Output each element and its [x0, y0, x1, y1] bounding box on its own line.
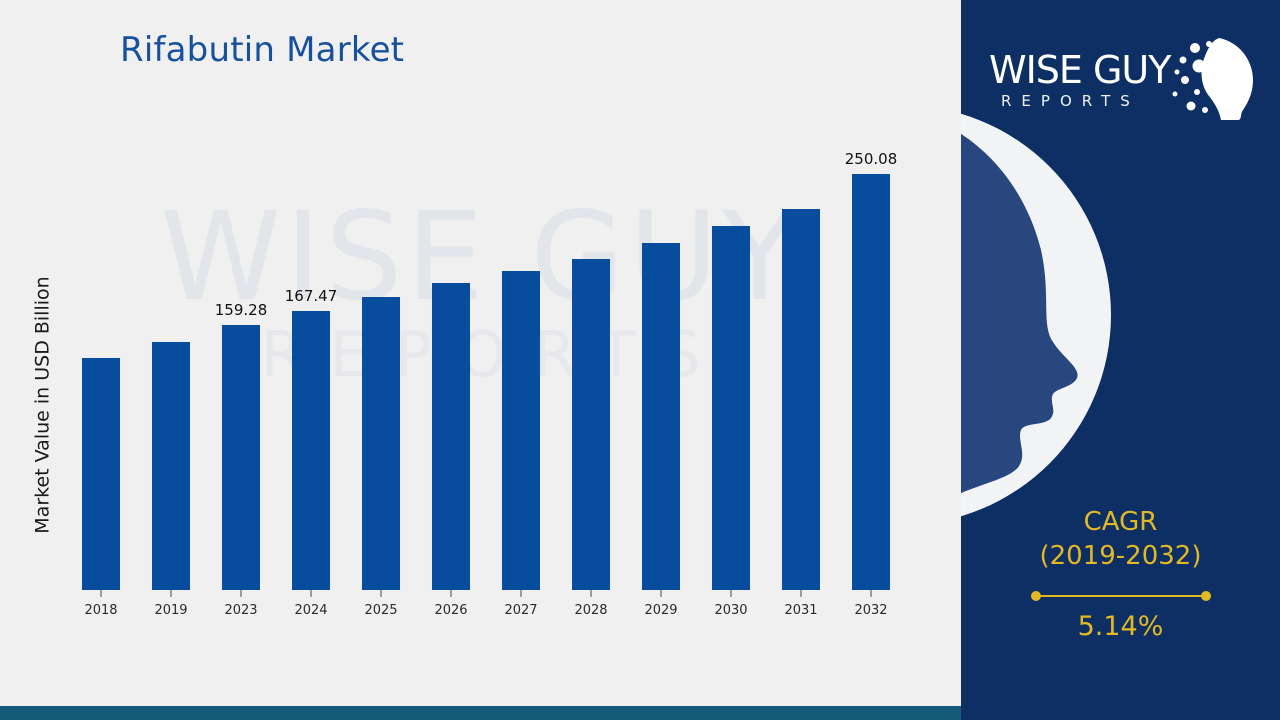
bar-slot: 159.28 2023: [206, 157, 276, 618]
x-axis-tick-label-2028: 2028: [574, 603, 608, 618]
x-axis-tick: [520, 590, 522, 597]
bar-2027[interactable]: [502, 271, 540, 590]
bar-slot: 2019: [136, 157, 206, 618]
bar-slot: 2028: [556, 157, 626, 618]
y-axis-title-text: Market Value in USD Billion: [32, 276, 55, 534]
bar-value-label-2032: 250.08: [844, 149, 898, 168]
bar-2025[interactable]: [362, 296, 400, 590]
bar-value-label-2023: 159.28: [214, 300, 268, 319]
cagr-callout: CAGR (2019-2032) 5.14%: [961, 505, 1280, 642]
x-axis-tick-label-2025: 2025: [364, 603, 398, 618]
logo-head-icon: [1172, 38, 1253, 120]
x-axis-tick-label-2031: 2031: [784, 603, 818, 618]
x-axis-tick: [100, 590, 102, 597]
logo-subwordmark: REPORTS: [1001, 92, 1140, 110]
bar-slot: 2018: [66, 157, 136, 618]
x-axis-tick: [590, 590, 592, 597]
x-axis-tick-label-2027: 2027: [504, 603, 538, 618]
x-axis-tick: [730, 590, 732, 597]
x-axis-tick-label-2029: 2029: [644, 603, 678, 618]
bar-slot: 2031: [766, 157, 836, 618]
x-axis-tick-label-2019: 2019: [154, 603, 188, 618]
bar-2019[interactable]: [152, 341, 190, 590]
bar-2024[interactable]: [292, 311, 330, 590]
brand-logo: WISE GUY REPORTS: [981, 30, 1261, 120]
bar-slot: 2027: [486, 157, 556, 618]
x-axis-tick: [240, 590, 242, 597]
bar-slot: 167.47 2024: [276, 157, 346, 618]
bar-2028[interactable]: [572, 258, 610, 590]
x-axis-tick: [170, 590, 172, 597]
x-axis-tick: [870, 590, 872, 597]
bar-2026[interactable]: [432, 282, 470, 590]
branding-panel: WISE GUY REPORTS CAGR: [961, 0, 1280, 720]
page-title: Rifabutin Market: [120, 30, 405, 70]
cagr-title: CAGR: [1083, 507, 1158, 537]
bar-2023[interactable]: [222, 324, 260, 590]
bar-slot: 2026: [416, 157, 486, 618]
x-axis-tick: [800, 590, 802, 597]
x-axis-tick-label-2032: 2032: [854, 603, 888, 618]
x-axis-tick-label-2026: 2026: [434, 603, 468, 618]
x-axis-tick: [450, 590, 452, 597]
bar-2031[interactable]: [782, 209, 820, 590]
cagr-period: (2019-2032): [1039, 541, 1202, 572]
x-axis-tick: [380, 590, 382, 597]
logo-wordmark: WISE GUY: [989, 48, 1171, 92]
bar-2030[interactable]: [712, 226, 750, 590]
y-axis-title: Market Value in USD Billion: [28, 230, 58, 580]
bar-2029[interactable]: [642, 242, 680, 590]
bar-slot: 250.08 2032: [836, 150, 906, 618]
x-axis-tick: [310, 590, 312, 597]
divider-line: [1035, 594, 1206, 597]
x-axis-tick-label-2018: 2018: [84, 603, 118, 618]
plot-area: 2018 2019 159.28 2023 167.47 2024 2025 2026 2027…: [64, 150, 924, 618]
bar-2032[interactable]: [852, 173, 890, 590]
chart-panel: WISE GUY REPORTS Rifabutin Market Market…: [0, 30, 961, 720]
cagr-value: 5.14%: [1077, 610, 1164, 642]
face-profile-silhouette: [961, 133, 1078, 494]
bottom-accent-bar: [0, 706, 961, 720]
dot-pattern: [961, 130, 1051, 510]
cagr-divider: [1030, 590, 1211, 601]
bar-slot: 2025: [346, 157, 416, 618]
bar-slot: 2029: [626, 157, 696, 618]
x-axis-tick-label-2030: 2030: [714, 603, 748, 618]
bar-slot: 2030: [696, 157, 766, 618]
x-axis-tick-label-2023: 2023: [224, 603, 258, 618]
divider-dot-right: [1200, 590, 1211, 601]
x-axis-tick-label-2024: 2024: [294, 603, 328, 618]
x-axis-tick: [660, 590, 662, 597]
bar-series: 2018 2019 159.28 2023 167.47 2024 2025 2026 2027…: [64, 150, 924, 618]
bar-value-label-2024: 167.47: [284, 287, 338, 306]
bar-2018[interactable]: [82, 357, 120, 590]
